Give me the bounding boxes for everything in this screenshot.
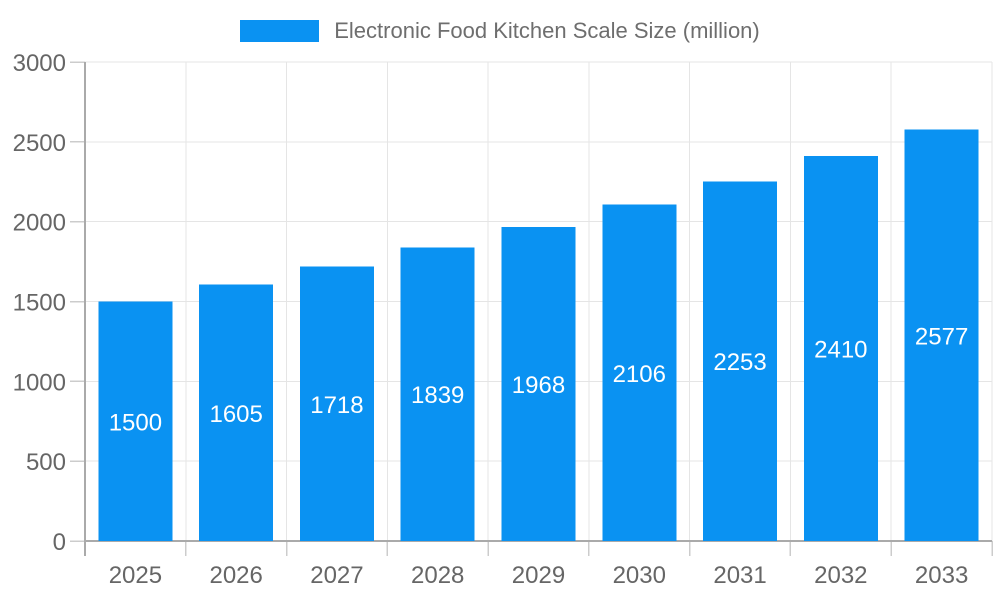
bar-value-label: 2577 (915, 323, 968, 350)
y-axis-label: 1000 (13, 369, 66, 396)
x-axis-label: 2029 (512, 562, 565, 589)
bar-2025[interactable] (98, 301, 173, 542)
bar-value-label: 2253 (713, 349, 766, 376)
bar-value-label: 1839 (411, 382, 464, 409)
x-axis-label: 2031 (713, 562, 766, 589)
legend-item[interactable]: Electronic Food Kitchen Scale Size (mill… (0, 20, 1000, 42)
x-axis-label: 2025 (109, 562, 162, 589)
bar-2031[interactable] (703, 181, 778, 541)
bar-2030[interactable] (602, 204, 677, 541)
bar-value-label: 1968 (512, 372, 565, 399)
legend-swatch[interactable] (240, 20, 320, 42)
x-axis-label: 2026 (209, 562, 262, 589)
bar-value-label: 2410 (814, 337, 867, 364)
y-axis-label: 2000 (13, 210, 66, 237)
x-axis-label: 2027 (310, 562, 363, 589)
x-axis-label: 2028 (411, 562, 464, 589)
legend-label: Electronic Food Kitchen Scale Size (mill… (334, 18, 760, 43)
bar-2028[interactable] (400, 247, 475, 542)
bar-2033[interactable] (904, 129, 979, 541)
bar-2026[interactable] (199, 284, 274, 541)
y-axis-label: 500 (26, 449, 66, 476)
bar-value-label: 1500 (109, 409, 162, 436)
bar-2027[interactable] (299, 266, 374, 541)
y-axis-label: 3000 (13, 50, 66, 77)
y-axis-label: 1500 (13, 290, 66, 317)
bar-value-label: 1605 (209, 401, 262, 428)
bar-value-label: 2106 (613, 361, 666, 388)
bar-2032[interactable] (803, 156, 878, 541)
bar-value-label: 1718 (310, 392, 363, 419)
bar-2029[interactable] (501, 226, 576, 541)
x-axis-label: 2032 (814, 562, 867, 589)
x-axis-label: 2030 (613, 562, 666, 589)
y-axis-label: 2500 (13, 130, 66, 157)
y-axis-label: 0 (53, 529, 66, 556)
x-axis-label: 2033 (915, 562, 968, 589)
